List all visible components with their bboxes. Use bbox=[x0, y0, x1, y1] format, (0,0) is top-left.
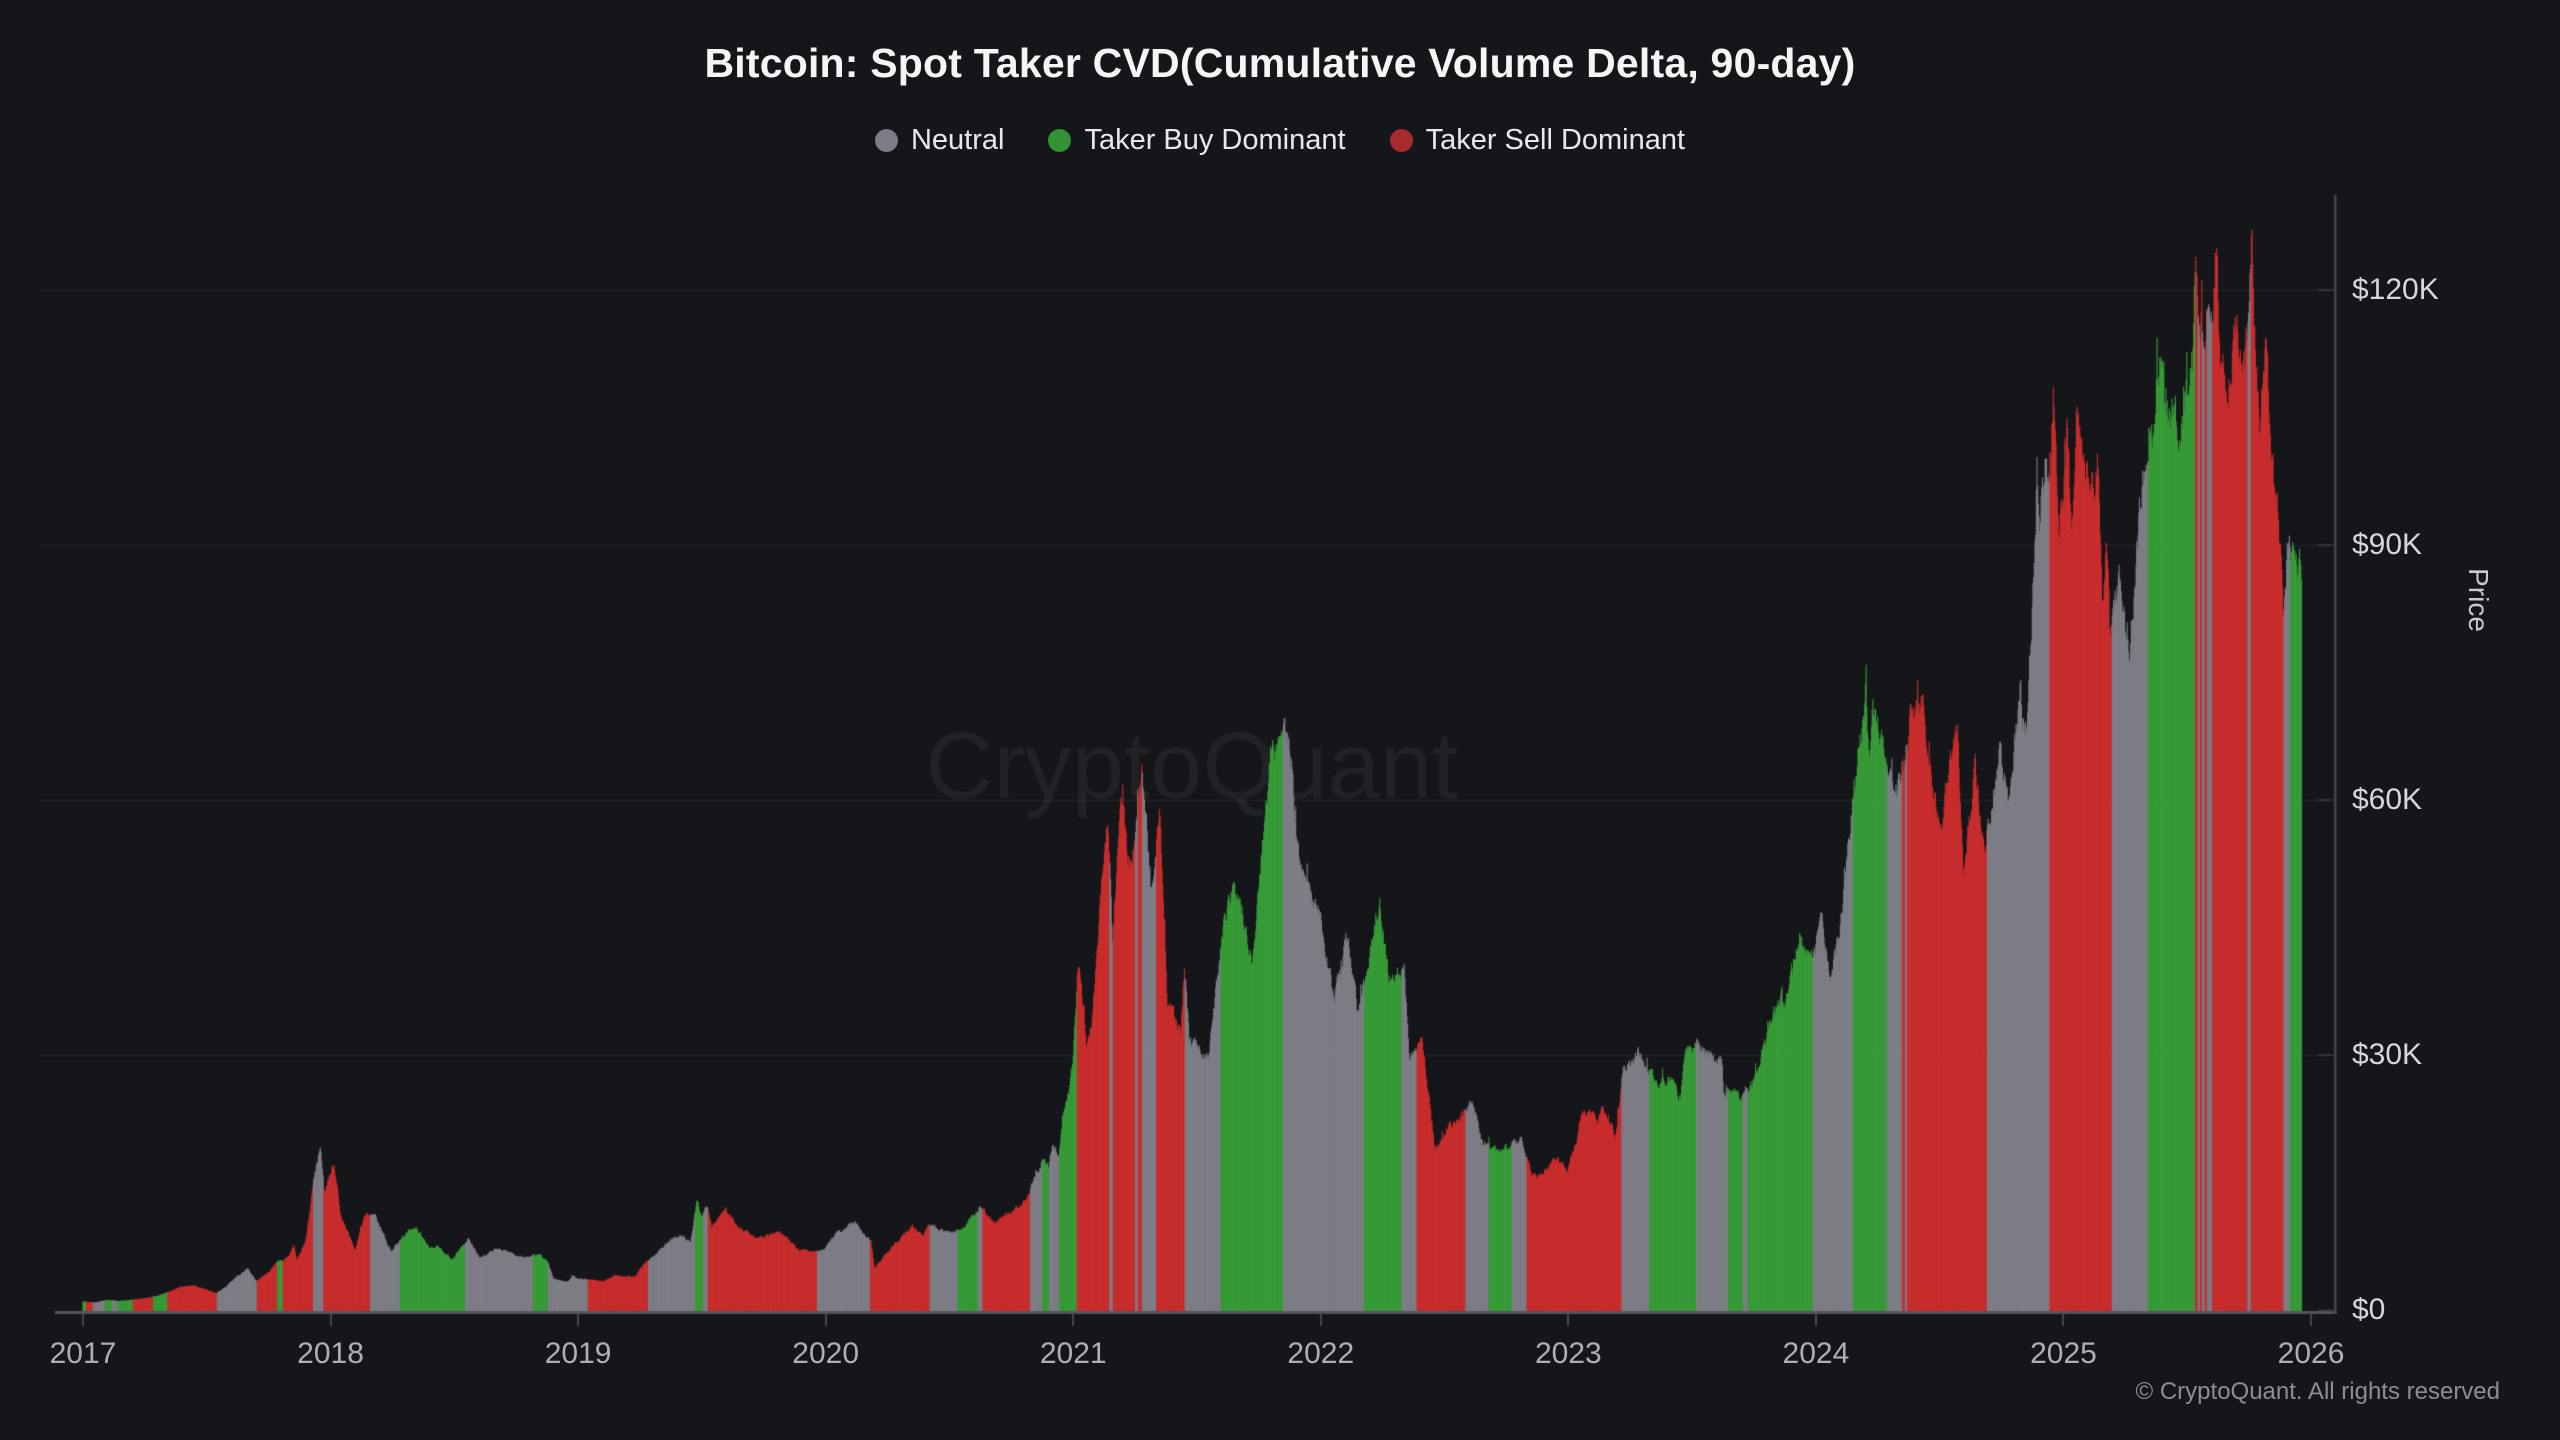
legend-dot-neutral bbox=[874, 128, 898, 152]
chart-legend: Neutral Taker Buy Dominant Taker Sell Domi… bbox=[0, 122, 2560, 158]
x-tick-label: 2019 bbox=[544, 1337, 612, 1370]
y-tick-label: $0 bbox=[2352, 1293, 2386, 1326]
x-tick-label: 2024 bbox=[1782, 1337, 1850, 1370]
x-tick-label: 2022 bbox=[1287, 1337, 1355, 1370]
legend-item-sell[interactable]: Taker Sell Dominant bbox=[1389, 123, 1686, 157]
legend-label-sell: Taker Sell Dominant bbox=[1425, 123, 1686, 156]
x-tick-label: 2023 bbox=[1534, 1337, 1602, 1370]
x-tick-label: 2020 bbox=[792, 1337, 860, 1370]
y-tick-label: $60K bbox=[2352, 783, 2423, 816]
price-axis-title: Price bbox=[2463, 568, 2494, 632]
legend-label-buy: Taker Buy Dominant bbox=[1084, 123, 1346, 156]
chart-title: Bitcoin: Spot Taker CVD(Cumulative Volum… bbox=[704, 40, 1856, 86]
x-tick-label: 2017 bbox=[49, 1337, 117, 1370]
legend-label-neutral: Neutral bbox=[910, 123, 1005, 156]
copyright-notice: © CryptoQuant. All rights reserved bbox=[2135, 1378, 2501, 1405]
x-tick-label: 2026 bbox=[2277, 1337, 2345, 1370]
legend-dot-sell bbox=[1389, 128, 1413, 152]
x-tick-label: 2025 bbox=[2030, 1337, 2097, 1370]
legend-dot-buy bbox=[1048, 128, 1072, 152]
x-tick-label: 2021 bbox=[1039, 1337, 1107, 1370]
y-tick-label: $30K bbox=[2352, 1038, 2423, 1071]
legend-item-buy[interactable]: Taker Buy Dominant bbox=[1048, 123, 1346, 157]
y-tick-label: $120K bbox=[2352, 273, 2439, 306]
x-tick-label: 2018 bbox=[297, 1337, 364, 1370]
legend-item-neutral[interactable]: Neutral bbox=[874, 123, 1005, 157]
y-tick-label: $90K bbox=[2352, 528, 2423, 561]
